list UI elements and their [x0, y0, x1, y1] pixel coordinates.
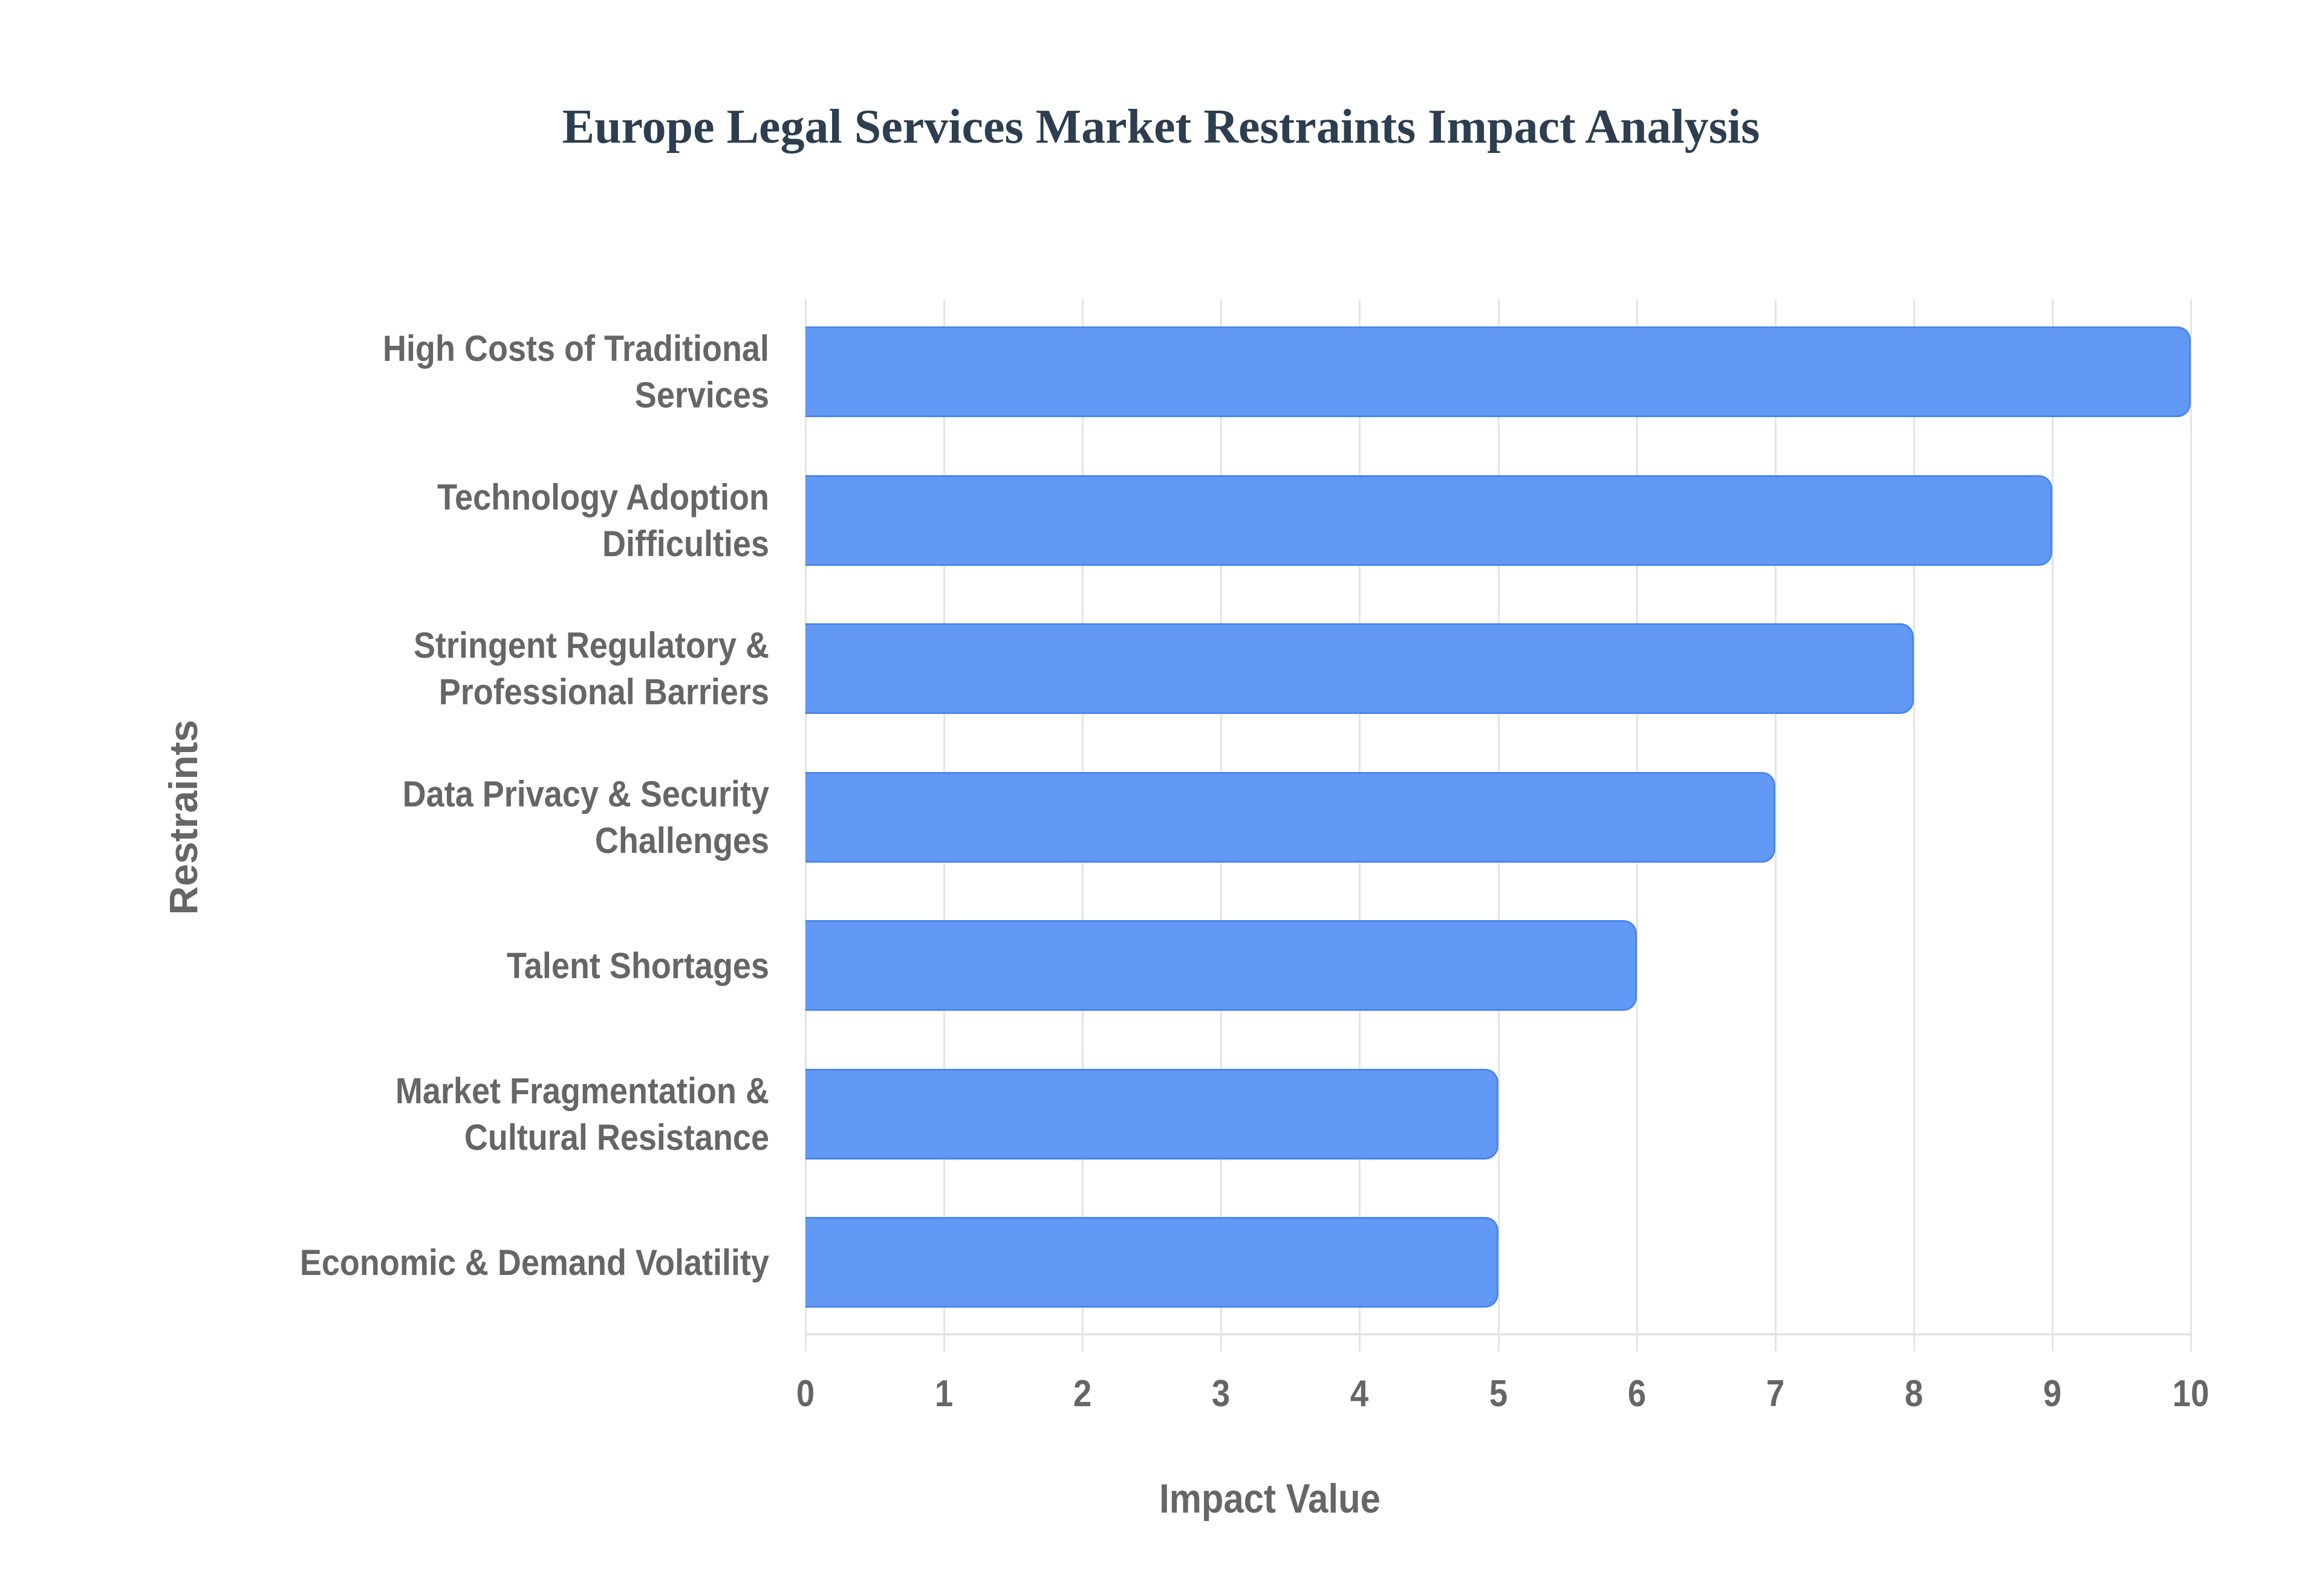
bar[interactable] [805, 1068, 1498, 1160]
y-tick-label-line1: Talent Shortages [506, 945, 769, 986]
gridline [1774, 299, 1777, 1351]
y-tick-label-line2: Services [634, 375, 769, 415]
y-tick-label-line2: Cultural Resistance [464, 1117, 769, 1158]
bar[interactable] [805, 1217, 1498, 1308]
x-tick-label: 6 [1627, 1373, 1646, 1415]
x-tick-label: 9 [2043, 1373, 2062, 1415]
y-tick-label-line2: Professional Barriers [438, 672, 769, 712]
gridline [2190, 299, 2192, 1351]
x-tick-label: 8 [1904, 1373, 1923, 1415]
bar[interactable] [805, 326, 2191, 417]
chart-title: Europe Legal Services Market Restraints … [562, 100, 1760, 154]
x-axis-line [805, 1333, 2192, 1335]
y-tick-label-line1: Data Privacy & Security [402, 773, 769, 814]
y-tick-label-line2: Challenges [594, 820, 769, 861]
x-tick-label: 5 [1489, 1373, 1507, 1415]
y-tick-label-line2: Difficulties [602, 523, 769, 564]
gridline [1913, 299, 1915, 1351]
plot-area [805, 299, 2192, 1351]
x-tick-label: 2 [1073, 1373, 1092, 1415]
bar[interactable] [805, 623, 1914, 714]
x-tick-label: 3 [1212, 1373, 1231, 1415]
bar[interactable] [805, 771, 1775, 863]
x-axis-title: Impact Value [1159, 1476, 1381, 1522]
x-tick-label: 10 [2172, 1373, 2210, 1415]
y-axis-title: Restraints [161, 719, 206, 915]
y-tick-label-line1: Market Fragmentation & [395, 1070, 769, 1111]
y-tick-label-line1: Economic & Demand Volatility [299, 1242, 769, 1283]
y-tick-label-line1: High Costs of Traditional [382, 328, 769, 369]
y-tick-label-line1: Technology Adoption [437, 476, 769, 517]
x-tick-label: 4 [1350, 1373, 1369, 1415]
y-tick-label: Market Fragmentation & Cultural Resistanc… [279, 1068, 769, 1161]
bar[interactable] [805, 475, 2052, 566]
y-tick-label: High Costs of Traditional Services [279, 325, 769, 418]
x-tick-label: 0 [796, 1373, 815, 1415]
bar[interactable] [805, 920, 1637, 1011]
y-tick-label-line1: Stringent Regulatory & [413, 625, 769, 666]
x-tick-label: 1 [934, 1373, 954, 1415]
y-tick-label: Stringent Regulatory & Professional Barri… [279, 622, 769, 715]
y-tick-label: Talent Shortages [279, 942, 769, 989]
y-tick-label: Technology Adoption Difficulties [279, 474, 769, 567]
y-tick-label: Data Privacy & Security Challenges [279, 771, 769, 864]
y-tick-label: Economic & Demand Volatility [279, 1239, 769, 1286]
x-tick-label: 7 [1766, 1373, 1784, 1415]
gridline [2051, 299, 2054, 1351]
